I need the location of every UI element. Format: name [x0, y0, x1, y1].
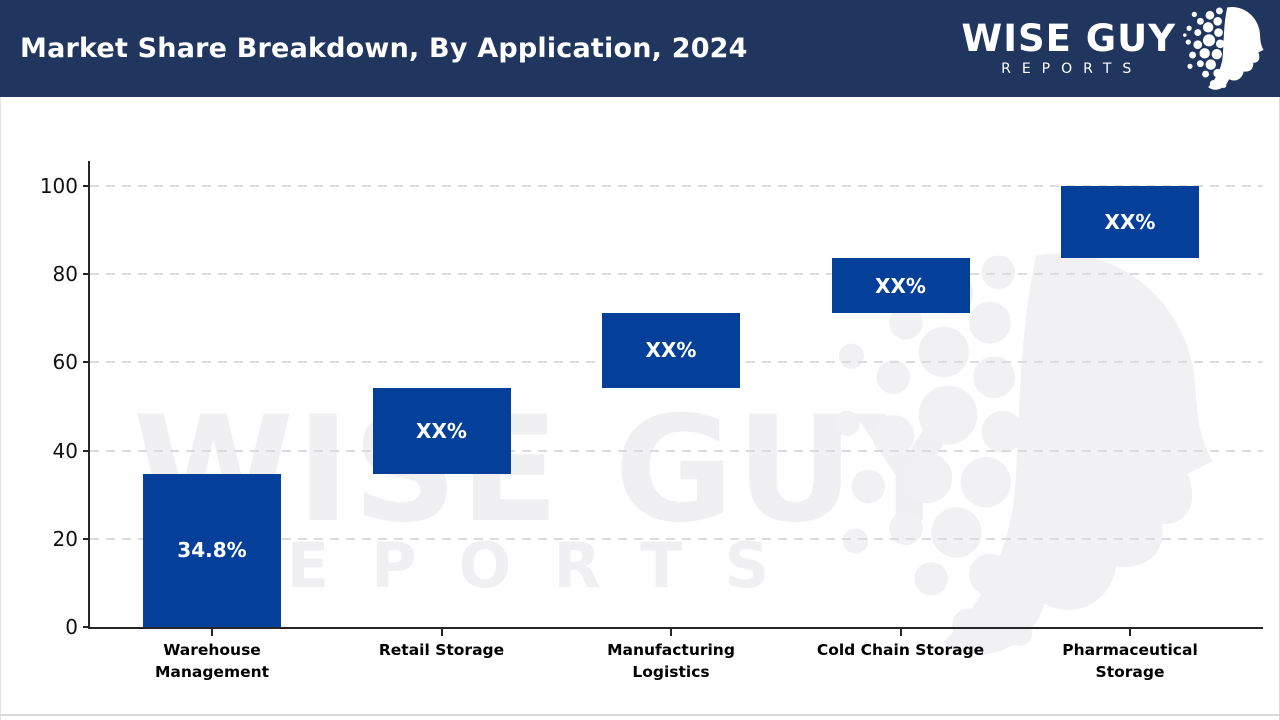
bar-value-label: XX%: [645, 338, 697, 363]
y-tick-label: 80: [52, 262, 78, 287]
gridline-80: [90, 273, 1263, 276]
y-tick-label: 20: [52, 526, 78, 551]
x-tick-mark: [211, 629, 213, 636]
bar-value-label: 34.8%: [177, 538, 247, 563]
y-tick-label: 0: [65, 615, 78, 639]
x-tick-label: Retail Storage: [378, 641, 505, 659]
brand-logo-text: WISE GUY REPORTS: [961, 20, 1176, 77]
bar-value-label: XX%: [416, 418, 467, 443]
watermark-head-icon: [834, 253, 1213, 655]
x-tick-mark: [670, 629, 672, 636]
y-tick-mark: [83, 361, 90, 364]
bottom-border: [0, 714, 1280, 716]
y-axis-line: [88, 161, 90, 629]
bar-retail-storage: XX%: [372, 387, 511, 474]
watermark-text-line2: REPORTS: [197, 529, 812, 602]
x-tick-label: Cold Chain Storage: [816, 641, 985, 659]
x-tick-label: Pharmaceutical Storage: [1062, 641, 1198, 681]
brand-name: WISE GUY: [961, 17, 1176, 60]
y-tick-mark: [83, 537, 90, 540]
x-tick-mark: [1129, 629, 1131, 636]
chart-area: WISE GUY REPORTS 0 20 40 60 80 100 34.8% Wareho…: [0, 97, 1280, 720]
gridline-100: [90, 185, 1263, 187]
bar-value-label: XX%: [875, 273, 926, 298]
page-title: Market Share Breakdown, By Application, …: [20, 33, 748, 64]
bar-manufacturing-logistics: XX%: [602, 313, 740, 388]
gridline-20: [90, 537, 1263, 540]
bar-value-label: XX%: [1104, 210, 1156, 235]
x-tick-label: Warehouse Management: [154, 641, 270, 681]
brand-head-icon: [1183, 6, 1264, 90]
y-tick-mark: [83, 449, 90, 452]
gridline-40: [90, 449, 1263, 452]
brand-subtitle: REPORTS: [1001, 61, 1143, 77]
bar-pharmaceutical-storage: XX%: [1061, 186, 1199, 259]
brand-logo: WISE GUY REPORTS: [961, 4, 1266, 94]
bar-warehouse-management: 34.8%: [143, 473, 281, 627]
x-tick-mark: [899, 629, 902, 636]
y-tick-mark: [83, 626, 90, 628]
y-tick-label: 40: [52, 438, 78, 463]
x-tick-label: Manufacturing Logistics: [607, 641, 735, 681]
x-tick-mark: [440, 629, 443, 636]
y-tick-mark: [83, 185, 90, 187]
header-bar: Market Share Breakdown, By Application, …: [0, 0, 1280, 97]
x-axis-line: [88, 627, 1263, 629]
y-tick-mark: [83, 273, 90, 276]
y-tick-label: 100: [39, 174, 78, 198]
bar-cold-chain-storage: XX%: [831, 258, 970, 313]
y-tick-label: 60: [52, 350, 78, 375]
